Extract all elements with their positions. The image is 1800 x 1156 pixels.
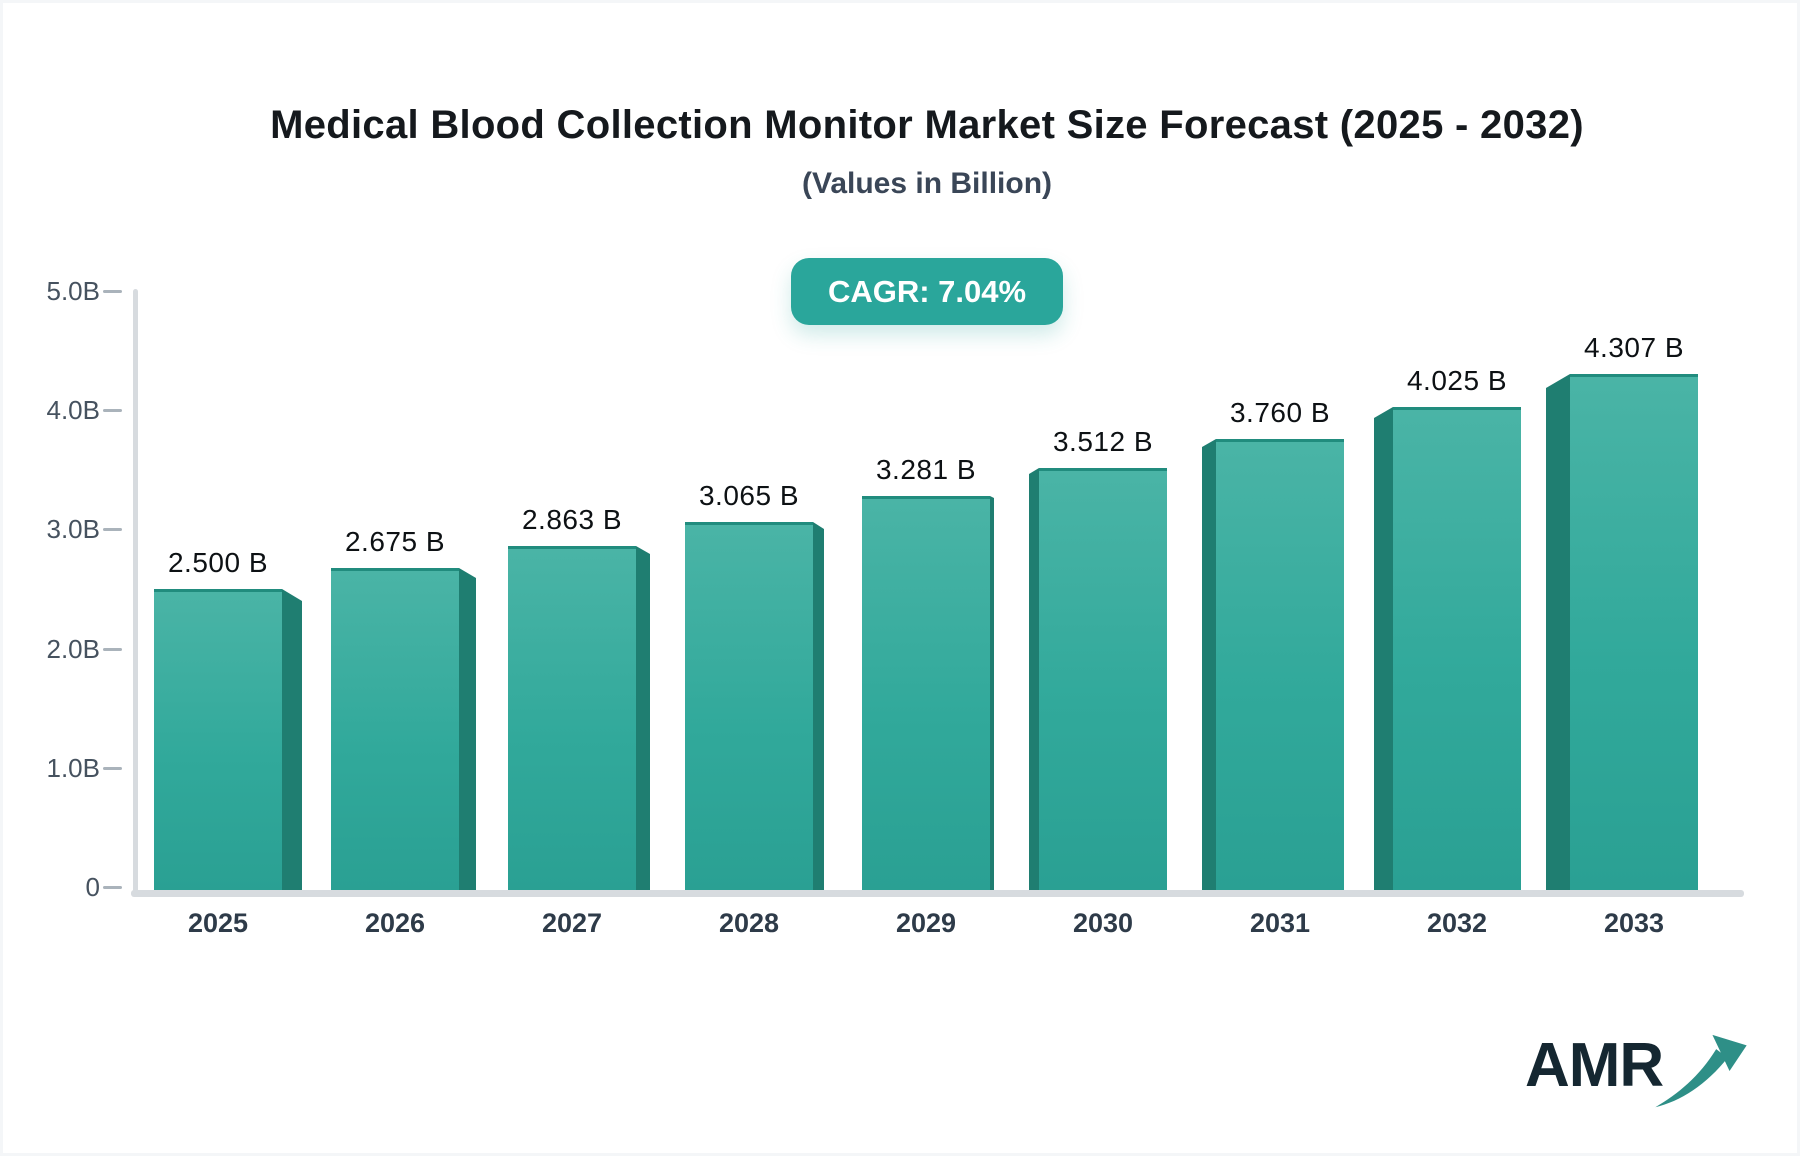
- bar-2027[interactable]: [508, 546, 636, 892]
- bar-value-label-2029: 3.281 B: [875, 454, 977, 485]
- bar-value-label-2033: 4.307 B: [1583, 332, 1685, 363]
- x-axis-label-2027: 2027: [541, 908, 603, 938]
- bar-2033[interactable]: [1570, 374, 1698, 892]
- x-axis-label-2033: 2033: [1603, 908, 1665, 938]
- amr-logo-text: AMR: [1525, 1031, 1664, 1100]
- y-axis-line: [133, 289, 138, 893]
- y-axis-label-0: 0: [85, 872, 100, 902]
- bar-side-face-2031: [1202, 439, 1216, 892]
- chart-subtitle: (Values in Billion): [801, 167, 1053, 200]
- bar-value-label-2031: 3.760 B: [1229, 397, 1331, 428]
- x-axis-label-2028: 2028: [718, 908, 780, 938]
- bar-2029[interactable]: [862, 496, 990, 892]
- y-axis-label-1.0B: 1.0B: [46, 753, 101, 783]
- bar-side-face-2026: [459, 568, 476, 892]
- y-axis-label-5.0B: 5.0B: [46, 276, 101, 306]
- y-axis-tick: [103, 767, 122, 770]
- x-axis-label-2025: 2025: [187, 908, 249, 938]
- x-axis-label-2026: 2026: [364, 908, 426, 938]
- bar-2025[interactable]: [154, 589, 282, 892]
- bar-side-face-2027: [636, 546, 650, 892]
- bar-side-face-2030: [1029, 468, 1039, 892]
- bar-chart-area: 5.0B 4.0B 3.0B 2.0B 1.0B 0 2.500 B 2025 2.675 B 2…: [3, 3, 1797, 1153]
- growth-arrow-icon: [1653, 1033, 1749, 1116]
- bar-2032[interactable]: [1393, 407, 1521, 892]
- x-axis-label-2029: 2029: [895, 908, 957, 938]
- y-axis-label-3.0B: 3.0B: [46, 514, 101, 544]
- bar-side-face-2029: [990, 496, 994, 892]
- bar-side-face-2028: [813, 522, 824, 892]
- bar-value-label-2030: 3.512 B: [1052, 426, 1154, 457]
- bar-2026[interactable]: [331, 568, 459, 892]
- y-axis-tick: [103, 648, 122, 651]
- bar-value-label-2025: 2.500 B: [167, 547, 269, 578]
- x-axis-label-2030: 2030: [1072, 908, 1134, 938]
- y-axis-tick: [103, 886, 122, 889]
- bar-value-label-2032: 4.025 B: [1406, 365, 1508, 396]
- bar-side-face-2032: [1374, 407, 1393, 892]
- x-axis-baseline: [131, 890, 1744, 897]
- y-axis-tick: [103, 290, 122, 293]
- x-axis-label-2031: 2031: [1249, 908, 1311, 938]
- bar-side-face-2025: [282, 589, 302, 892]
- bar-side-face-2033: [1546, 374, 1570, 892]
- bar-2031[interactable]: [1216, 439, 1344, 892]
- amr-logo: AMR: [1525, 1031, 1765, 1131]
- x-axis-label-2032: 2032: [1426, 908, 1488, 938]
- bar-value-label-2026: 2.675 B: [344, 526, 446, 557]
- y-axis-label-4.0B: 4.0B: [46, 395, 101, 425]
- y-axis-label-2.0B: 2.0B: [46, 634, 101, 664]
- chart-title: Medical Blood Collection Monitor Market …: [270, 103, 1584, 147]
- y-axis-tick: [103, 528, 122, 531]
- cagr-badge: CAGR: 7.04%: [791, 258, 1063, 325]
- bar-2028[interactable]: [685, 522, 813, 892]
- y-axis-tick: [103, 409, 122, 412]
- bar-2030[interactable]: [1039, 468, 1167, 892]
- bar-value-label-2027: 2.863 B: [521, 504, 623, 535]
- bar-value-label-2028: 3.065 B: [698, 480, 800, 511]
